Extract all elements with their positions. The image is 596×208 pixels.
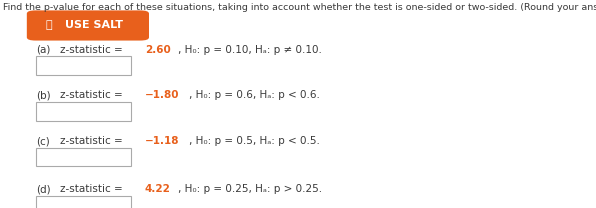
- Text: Find the p-value for each of these situations, taking into account whether the t: Find the p-value for each of these situa…: [3, 3, 596, 12]
- Text: (a): (a): [36, 45, 50, 55]
- FancyBboxPatch shape: [36, 196, 131, 208]
- Text: z-statistic =: z-statistic =: [60, 90, 126, 100]
- Text: −1.18: −1.18: [145, 136, 179, 146]
- Text: (b): (b): [36, 90, 51, 100]
- Text: z-statistic =: z-statistic =: [60, 136, 126, 146]
- Text: −1.80: −1.80: [145, 90, 179, 100]
- Text: , H₀: p = 0.10, Hₐ: p ≠ 0.10.: , H₀: p = 0.10, Hₐ: p ≠ 0.10.: [178, 45, 322, 55]
- Text: , H₀: p = 0.6, Hₐ: p < 0.6.: , H₀: p = 0.6, Hₐ: p < 0.6.: [190, 90, 320, 100]
- FancyBboxPatch shape: [36, 102, 131, 121]
- Text: USE SALT: USE SALT: [65, 20, 123, 31]
- Text: (d): (d): [36, 184, 51, 194]
- Text: z-statistic =: z-statistic =: [60, 45, 126, 55]
- Text: 4.22: 4.22: [145, 184, 170, 194]
- FancyBboxPatch shape: [27, 10, 149, 41]
- Text: z-statistic =: z-statistic =: [60, 184, 126, 194]
- FancyBboxPatch shape: [36, 56, 131, 75]
- Text: ⎀: ⎀: [45, 20, 52, 31]
- FancyBboxPatch shape: [36, 148, 131, 166]
- Text: , H₀: p = 0.5, Hₐ: p < 0.5.: , H₀: p = 0.5, Hₐ: p < 0.5.: [190, 136, 320, 146]
- Text: , H₀: p = 0.25, Hₐ: p > 0.25.: , H₀: p = 0.25, Hₐ: p > 0.25.: [178, 184, 322, 194]
- Text: 2.60: 2.60: [145, 45, 170, 55]
- Text: (c): (c): [36, 136, 49, 146]
